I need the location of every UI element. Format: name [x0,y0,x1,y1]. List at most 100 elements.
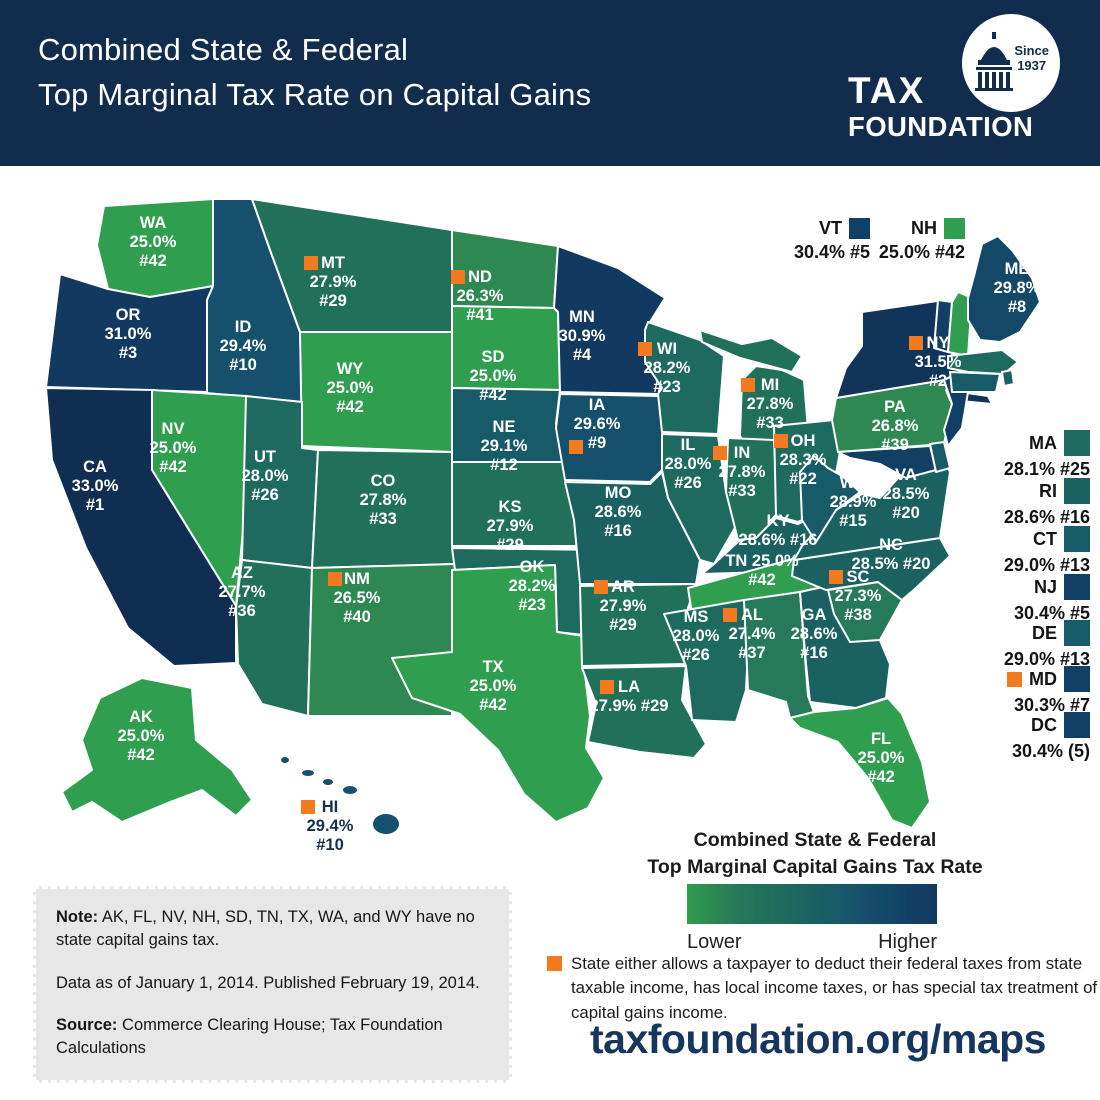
note-line: Note: AK, FL, NV, NH, SD, TN, TX, WA, an… [56,906,489,952]
color-swatch-ct [1064,526,1090,552]
inset-abbr-nh: NH [911,218,937,238]
legend-title-line2: Top Marginal Capital Gains Tax Rate [647,856,983,879]
deduction-marker-nm [328,572,342,586]
deduction-marker-md [1007,671,1022,687]
state-label-mn: MN 30.9% #4 [559,308,606,364]
inset-value-nh: 25.0% #42 [878,242,965,262]
state-shape-hi-island3 [321,777,335,787]
state-label-wi: WI 28.2% #23 [644,340,691,396]
state-shape-me [967,235,1041,343]
inset-value-md: 30.3% #7 [1013,695,1090,715]
note-label: Note: [56,908,99,926]
inset-item-nj: NJ 30.4% #5 [950,574,1090,624]
inset-item-de: DE 29.0% #13 [950,620,1090,670]
deduction-marker-sc [829,570,843,584]
inset-abbr-vt: VT [818,218,842,238]
deduction-marker-wi [638,342,652,356]
state-label-tn: TN 25.0% #42 [725,552,799,589]
logo-since-1937: Since 1937 [1014,43,1049,73]
legend-higher-label: Higher [878,931,937,953]
legend-title-line1: Combined State & Federal [693,829,937,851]
state-label-ny: NY 31.5% #2 [915,334,962,390]
state-shape-nc [791,537,951,601]
deduction-marker-al [723,608,737,622]
state-label-sd: SD 25.0% #42 [470,348,517,404]
inset-value-ct: 29.0% #13 [1003,555,1090,575]
state-label-ms: MS 28.0% #26 [673,608,720,664]
inset-abbr-md: MD [1029,668,1057,689]
state-label-tx: TX 25.0% #42 [470,658,517,714]
inset-item-nh: NH 25.0% #42 [853,218,965,263]
inset-value-de: 29.0% #13 [1003,649,1090,669]
orange-marker-note: State either allows a taxpayer to deduct… [547,952,1099,1025]
deduction-marker-ia [569,440,583,454]
color-swatch-nj [1064,574,1090,600]
state-shape-ia [555,393,671,483]
state-label-mo: MO 28.6% #16 [595,484,642,540]
state-shape-de [929,441,951,473]
inset-abbr-dc: DC [1031,714,1057,735]
state-label-ne: NE 29.1% #12 [481,418,528,474]
state-label-hi: HI 29.4% #10 [307,798,354,854]
deduction-marker-mt [304,256,318,270]
state-label-nc: NC 28.5% #20 [852,536,931,573]
state-label-az: AZ 27.7% #36 [219,564,266,620]
inset-item-md: MD 30.3% #7 [950,666,1090,716]
state-shape-wv [799,455,861,543]
footer-url[interactable]: taxfoundation.org/maps [590,1016,1046,1062]
state-label-ok: OK 28.2% #23 [509,558,556,614]
state-shape-ca [45,387,237,667]
state-label-sc: SC 27.3% #38 [835,568,882,624]
deduction-marker-ny [909,336,923,350]
state-label-id: ID 29.4% #10 [220,318,267,374]
deduction-marker-la [600,680,614,694]
state-shape-hi-island2 [300,768,316,778]
state-label-fl: FL 25.0% #42 [858,730,905,786]
color-swatch-md [1064,666,1090,692]
orange-square-icon [547,956,562,971]
logo-foundation-text: FOUNDATION [848,111,1034,142]
legend-title: Combined State & Federal Top Marginal Ca… [565,827,1065,882]
state-label-mi: MI 27.8% #33 [747,376,794,432]
inset-abbr-ma: MA [1029,432,1057,453]
state-label-va: VA 28.5% #20 [883,466,930,522]
header-banner: Combined State & Federal Top Marginal Ta… [0,0,1100,166]
orange-marker-note-text: State either allows a taxpayer to deduct… [571,954,1098,1022]
color-swatch-nh [944,218,965,239]
color-swatch-ma [1064,430,1090,456]
state-label-wv: WV 28.9% #15 [830,474,877,530]
source-label: Source: [56,1016,118,1035]
tax-foundation-logo: Since 1937 TAX FOUNDATION [848,14,1066,156]
data-as-of-line: Data as of January 1, 2014. Published Fe… [56,973,480,992]
state-label-wy: WY 25.0% #42 [327,360,374,416]
state-shape-hi-island1 [279,755,291,765]
note-box: Note: AK, FL, NV, NH, SD, TN, TX, WA, an… [33,886,512,1083]
inset-value-ri: 28.6% #16 [1003,507,1090,527]
state-label-oh: OH 28.3% #22 [780,432,827,488]
color-swatch-ri [1064,478,1090,504]
state-shape-hi-island4 [341,784,359,796]
state-shape-ri [1001,369,1015,387]
state-label-ak: AK 25.0% #42 [118,708,165,764]
page-title-line1: Combined State & Federal [38,32,409,67]
state-label-la: LA 27.9% #29 [590,678,669,715]
state-shape-wy [299,331,453,453]
color-swatch-vt [849,218,870,239]
inset-abbr-nj: NJ [1033,576,1057,597]
state-shape-co [311,449,456,569]
deduction-marker-mi [741,378,755,392]
inset-value-vt: 30.4% #5 [793,242,870,262]
source-line: Source: Commerce Clearing House; Tax Fou… [56,1014,489,1060]
inset-item-ct: CT 29.0% #13 [950,526,1090,576]
inset-item-ma: MA 28.1% #25 [950,430,1090,480]
state-label-nv: NV 25.0% #42 [150,420,197,476]
state-label-ut: UT 28.0% #26 [242,448,289,504]
state-shape-mi-up [699,329,803,373]
deduction-marker-ar [594,580,608,594]
state-label-or: OR 31.0% #3 [105,306,152,362]
inset-abbr-de: DE [1031,622,1057,643]
state-shape-hi-island5 [371,812,401,836]
deduction-marker-nd [451,270,465,284]
deduction-marker-in [713,446,727,460]
state-label-pa: PA 26.8% #39 [872,398,919,454]
